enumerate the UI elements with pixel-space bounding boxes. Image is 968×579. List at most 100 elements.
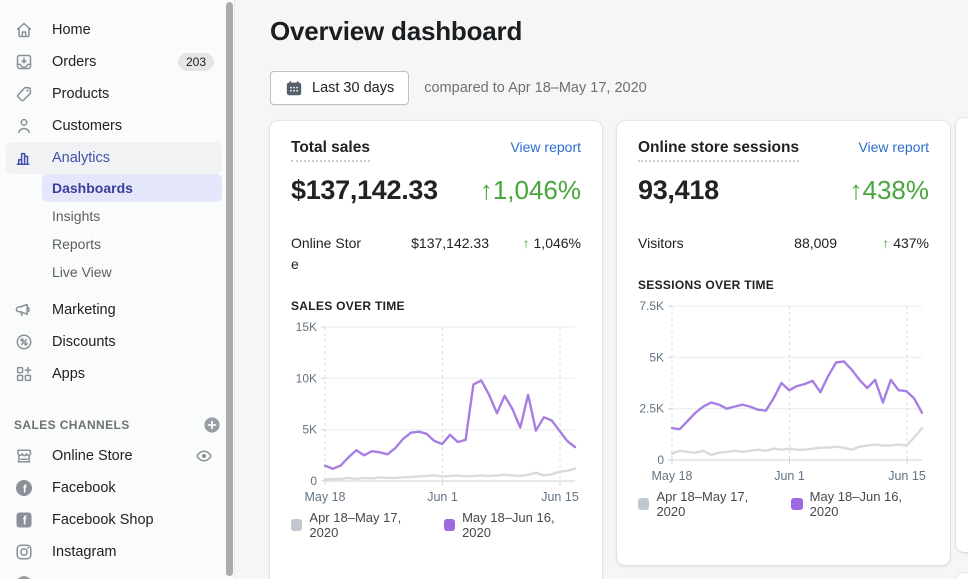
sidebar-item-label: Analytics [52, 150, 111, 166]
sidebar-item-insights[interactable]: Insights [42, 202, 222, 230]
sidebar-item-label: Facebook Shop [52, 512, 154, 528]
sidebar-item-customers[interactable]: Customers [6, 110, 222, 142]
nav-divider-gap [0, 286, 234, 294]
sidebar-item-orders[interactable]: Orders 203 [6, 46, 222, 78]
sidebar-item-marketing[interactable]: Marketing [6, 294, 222, 326]
sidebar-item-instagram[interactable]: Instagram [6, 536, 222, 568]
sidebar-item-label: Dashboards [52, 180, 133, 196]
svg-text:7.5K: 7.5K [639, 299, 664, 313]
svg-text:f: f [23, 516, 27, 528]
online-store-icon [14, 446, 34, 466]
calendar-icon [285, 79, 303, 97]
sidebar-item-home[interactable]: Home [6, 14, 222, 46]
svg-text:5K: 5K [302, 423, 317, 437]
customers-icon [14, 116, 34, 136]
discounts-icon [14, 332, 34, 352]
orders-icon [14, 52, 34, 72]
date-range-button[interactable]: Last 30 days [270, 71, 410, 105]
card-header: Online store sessions View report [638, 139, 929, 162]
line-chart-svg: 0 2.5K 5K 7.5K May 18 Jun 1 Jun 15 [639, 299, 926, 483]
sessions-over-time-chart: 0 2.5K 5K 7.5K May 18 Jun 1 Jun 15 [638, 298, 929, 486]
sidebar: Home Orders 203 Products Customers Analytics … [0, 0, 235, 579]
chart-legend: Apr 18–May 17, 2020 May 18–Jun 16, 2020 [638, 489, 929, 519]
svg-text:Jun 1: Jun 1 [774, 469, 805, 483]
sidebar-item-dashboards[interactable]: Dashboards [42, 174, 222, 202]
total-sales-delta: ↑1,046% [479, 175, 581, 205]
sidebar-analytics-subnav: Dashboards Insights Reports Live View [0, 174, 234, 286]
partial-card [956, 118, 968, 552]
online-store-sessions-card: Online store sessions View report 93,418… [617, 121, 950, 565]
sidebar-item-label: Instagram [52, 544, 117, 560]
sidebar-sales-channels: Online Store f Facebook f Facebook Shop Insta… [0, 440, 234, 579]
sidebar-item-live-view[interactable]: Live View [42, 258, 222, 286]
sidebar-item-facebook-shop[interactable]: f Facebook Shop [6, 504, 222, 536]
svg-text:15K: 15K [296, 320, 317, 334]
apps-icon [14, 364, 34, 384]
legend-item: Apr 18–May 17, 2020 [291, 510, 428, 540]
chart-section-label: SALES OVER TIME [291, 299, 405, 313]
sidebar-item-apps[interactable]: Apps [6, 358, 222, 390]
sidebar-item-label: Customers [52, 118, 123, 134]
instagram-icon [14, 542, 34, 562]
legend-swatch [291, 519, 303, 531]
breakdown-row: Online Store $137,142.33 ↑ 1,046% [291, 233, 581, 275]
breakdown-delta: ↑ 437% [837, 233, 929, 254]
view-report-link[interactable]: View report [510, 139, 581, 155]
sidebar-scrollbar-thumb[interactable] [226, 2, 233, 576]
sidebar-item-facebook[interactable]: f Facebook [6, 472, 222, 504]
sidebar-item-reports[interactable]: Reports [42, 230, 222, 258]
chart-section-label: SESSIONS OVER TIME [638, 278, 775, 292]
sidebar-item-partial-channel[interactable] [6, 568, 222, 579]
svg-text:f: f [23, 483, 27, 495]
card-title: Online store sessions [638, 139, 800, 162]
view-report-link[interactable]: View report [858, 139, 929, 155]
card-header: Total sales View report [291, 139, 581, 162]
eye-icon[interactable] [194, 446, 214, 466]
date-range-label: Last 30 days [312, 80, 395, 96]
legend-item: May 18–Jun 16, 2020 [791, 489, 929, 519]
sidebar-item-label: Orders [52, 54, 97, 70]
up-arrow-icon: ↑ [522, 235, 530, 251]
sidebar-item-label: Products [52, 86, 110, 102]
breakdown-delta-value: 437% [893, 235, 929, 251]
breakdown-name: Online Store [291, 235, 362, 272]
total-sales-value: $137,142.33 [291, 175, 438, 205]
channel-partial-icon [14, 574, 34, 579]
svg-text:Jun 15: Jun 15 [888, 469, 926, 483]
add-sales-channel-button[interactable] [202, 415, 222, 435]
breakdown-name: Visitors [638, 235, 684, 251]
svg-text:2.5K: 2.5K [639, 402, 664, 416]
total-sales-card: Total sales View report $137,142.33 ↑1,0… [270, 121, 602, 579]
sidebar-item-discounts[interactable]: Discounts [6, 326, 222, 358]
sidebar-item-online-store[interactable]: Online Store [6, 440, 222, 472]
sidebar-item-label: Facebook [52, 480, 116, 496]
dashboard-controls: Last 30 days compared to Apr 18–May 17, … [270, 71, 968, 105]
sidebar-item-products[interactable]: Products [6, 78, 222, 110]
breakdown-delta-value: 1,046% [533, 235, 581, 251]
sidebar-item-label: Apps [52, 366, 86, 382]
sidebar-item-analytics[interactable]: Analytics [6, 142, 222, 174]
up-arrow-icon: ↑ [882, 235, 890, 251]
chart-legend: Apr 18–May 17, 2020 May 18–Jun 16, 2020 [291, 510, 581, 540]
svg-text:0: 0 [310, 474, 317, 488]
svg-text:5K: 5K [649, 350, 664, 364]
page-title: Overview dashboard [270, 16, 523, 46]
card-value-row: $137,142.33 ↑1,046% [291, 175, 581, 206]
svg-text:0: 0 [657, 453, 664, 467]
facebook-icon: f [14, 478, 34, 498]
card-title: Total sales [291, 139, 370, 162]
sessions-delta: ↑438% [849, 175, 930, 205]
breakdown-value: 88,009 [794, 235, 837, 251]
legend-swatch [791, 498, 803, 510]
legend-item: May 18–Jun 16, 2020 [443, 510, 581, 540]
sales-over-time-chart: 0 5K 10K 15K May 18 Jun 1 Jun 15 [291, 319, 581, 507]
svg-text:May 18: May 18 [652, 469, 693, 483]
card-value-row: 93,418 ↑438% [638, 175, 929, 206]
sidebar-item-label: Reports [52, 236, 102, 252]
sidebar-main-nav: Home Orders 203 Products Customers Analytics [0, 14, 234, 174]
orders-count-badge: 203 [177, 53, 214, 71]
analytics-icon [14, 148, 34, 168]
legend-swatch [443, 519, 456, 531]
sidebar-item-label: Online Store [52, 448, 133, 464]
